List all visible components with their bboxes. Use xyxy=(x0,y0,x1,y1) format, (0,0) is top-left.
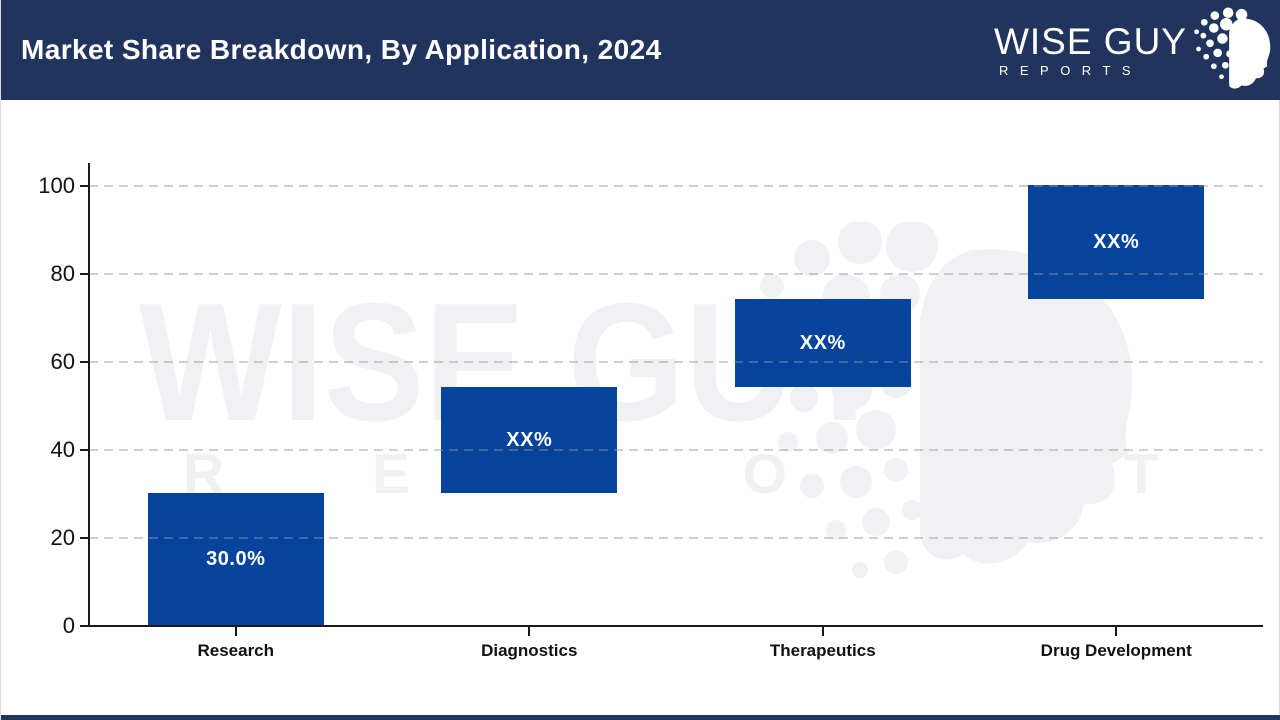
brand-name: WISE GUY xyxy=(993,20,1187,62)
x-axis-line xyxy=(82,625,1263,627)
gridline xyxy=(89,273,1263,275)
brand-subtitle: REPORTS xyxy=(998,62,1143,78)
y-tick-label: 60 xyxy=(50,349,75,374)
y-tick-mark xyxy=(80,185,88,187)
x-tick-mark xyxy=(1115,627,1118,636)
bar-research: 30.0% xyxy=(147,493,324,625)
y-tick-label: 0 xyxy=(62,613,75,638)
y-tick-mark xyxy=(80,449,88,451)
x-tick-label-therapeutics: Therapeutics xyxy=(769,641,876,660)
bar-drug-development: XX% xyxy=(1028,185,1205,300)
gridline xyxy=(89,361,1263,363)
y-tick-mark xyxy=(80,625,88,627)
brand-logo: WISE GUY REPORTS xyxy=(994,7,1275,93)
x-tick-label-drug-development: Drug Development xyxy=(1040,641,1192,660)
page-title: Market Share Breakdown, By Application, … xyxy=(21,34,662,65)
bar-value-label: XX% xyxy=(506,428,553,451)
y-tick-label: 40 xyxy=(50,437,75,462)
x-tick-mark xyxy=(528,627,531,636)
bar-value-label: XX% xyxy=(1093,230,1140,253)
y-tick-mark xyxy=(80,361,88,363)
y-axis-line xyxy=(88,163,90,627)
y-tick-mark xyxy=(80,273,88,275)
brand-logo-text: WISE GUY REPORTS xyxy=(994,23,1187,78)
y-tick-label: 100 xyxy=(38,173,75,198)
y-tick-label: 80 xyxy=(50,261,75,286)
bar-diagnostics: XX% xyxy=(441,387,618,493)
x-tick-label-research: Research xyxy=(197,641,275,660)
wiseguy-face-icon xyxy=(1194,7,1271,89)
bar-therapeutics: XX% xyxy=(734,299,911,388)
x-tick-label-diagnostics: Diagnostics xyxy=(481,641,578,660)
gridline xyxy=(89,537,1263,539)
x-tick-mark xyxy=(234,627,237,636)
y-tick-mark xyxy=(80,537,88,539)
bar-value-label: XX% xyxy=(799,331,846,354)
header-bar: Market Share Breakdown, By Application, … xyxy=(1,0,1280,100)
bar-value-label: 30.0% xyxy=(206,547,266,570)
footer-accent-bar xyxy=(1,715,1280,720)
y-tick-label: 20 xyxy=(50,525,75,550)
gridline xyxy=(89,449,1263,451)
gridline xyxy=(89,185,1263,187)
x-tick-mark xyxy=(821,627,824,636)
